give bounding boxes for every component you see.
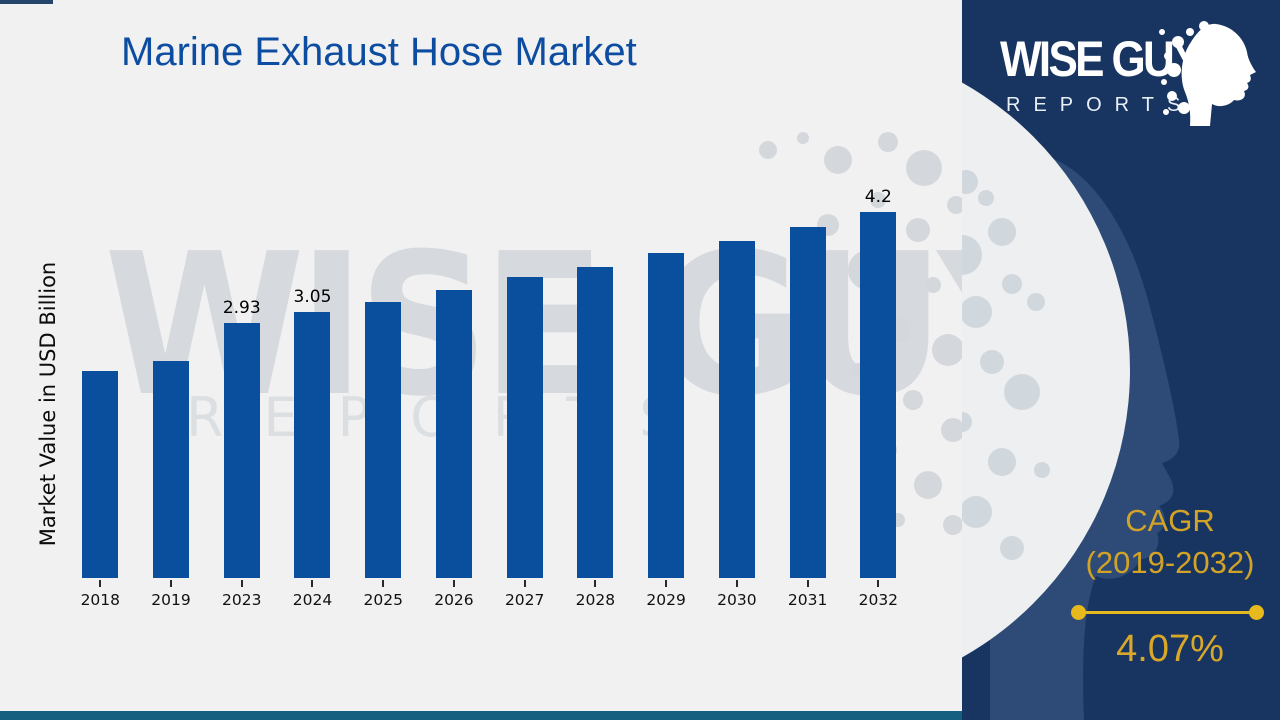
y-axis-label: Market Value in USD Billion [36, 261, 60, 547]
x-tick [665, 580, 668, 587]
x-tick [735, 580, 738, 587]
x-tick [523, 580, 526, 587]
bar-2029 [648, 253, 685, 578]
bar-2028 [577, 267, 614, 578]
x-tick [594, 580, 597, 587]
bar-2031 [789, 227, 826, 578]
x-tick [99, 580, 102, 587]
watermark-dots-pattern [759, 132, 962, 535]
bar-value-label: 3.05 [293, 287, 332, 307]
bar-2024 [294, 312, 331, 578]
x-tick-label: 2024 [292, 591, 333, 609]
bar-2025 [365, 302, 402, 578]
x-tick-label: 2029 [646, 591, 686, 609]
cagr-range: (2019-2032) [1085, 545, 1255, 580]
top-left-accent-strip [0, 0, 53, 4]
x-tick [240, 580, 243, 587]
bar-value-label: 2.93 [222, 298, 261, 318]
bar-value-label: 4.2 [864, 187, 892, 207]
x-tick [311, 580, 314, 587]
cagr-block: CAGR (2019-2032) [1070, 503, 1270, 581]
x-tick-label: 2028 [575, 591, 616, 609]
x-tick-label: 2032 [858, 591, 899, 609]
cagr-label: CAGR [1125, 503, 1215, 538]
bar-2018 [82, 371, 119, 578]
logo-reports-text: REPORTS [1006, 94, 1194, 116]
x-tick [170, 580, 173, 587]
cagr-line-right-dot [1249, 605, 1264, 620]
x-tick-label: 2026 [434, 591, 474, 609]
x-tick [452, 580, 455, 587]
x-tick [877, 580, 880, 587]
bar-2030 [718, 241, 755, 578]
bar-2032 [860, 212, 897, 578]
x-tick-label: 2023 [222, 591, 262, 609]
x-tick-label: 2019 [151, 591, 191, 609]
brand-panel: WISE GUY REPORTS CAGR (2019-2032) 4.07% [962, 0, 1280, 720]
wiseguy-face-icon [1159, 21, 1256, 126]
x-tick-label: 2030 [717, 591, 757, 609]
x-tick-label: 2025 [363, 591, 403, 609]
bar-2023 [223, 323, 260, 578]
circle-spots-decoration [962, 170, 1050, 560]
x-tick [806, 580, 809, 587]
x-tick-label: 2018 [80, 591, 121, 609]
x-tick [382, 580, 385, 587]
bottom-accent-strip [0, 711, 962, 720]
bar-2027 [506, 277, 543, 578]
cagr-underline [1079, 611, 1255, 614]
bar-2019 [153, 361, 190, 578]
page-title: Marine Exhaust Hose Market [121, 30, 637, 74]
x-tick-label: 2027 [504, 591, 545, 609]
cagr-value: 4.07% [1116, 628, 1224, 670]
bar-2026 [435, 290, 472, 578]
cagr-line-left-dot [1071, 605, 1086, 620]
x-tick-label: 2031 [787, 591, 828, 609]
chart-area: WISE GUY REPORTS Marine Exhaust Hose Mar… [0, 0, 962, 720]
